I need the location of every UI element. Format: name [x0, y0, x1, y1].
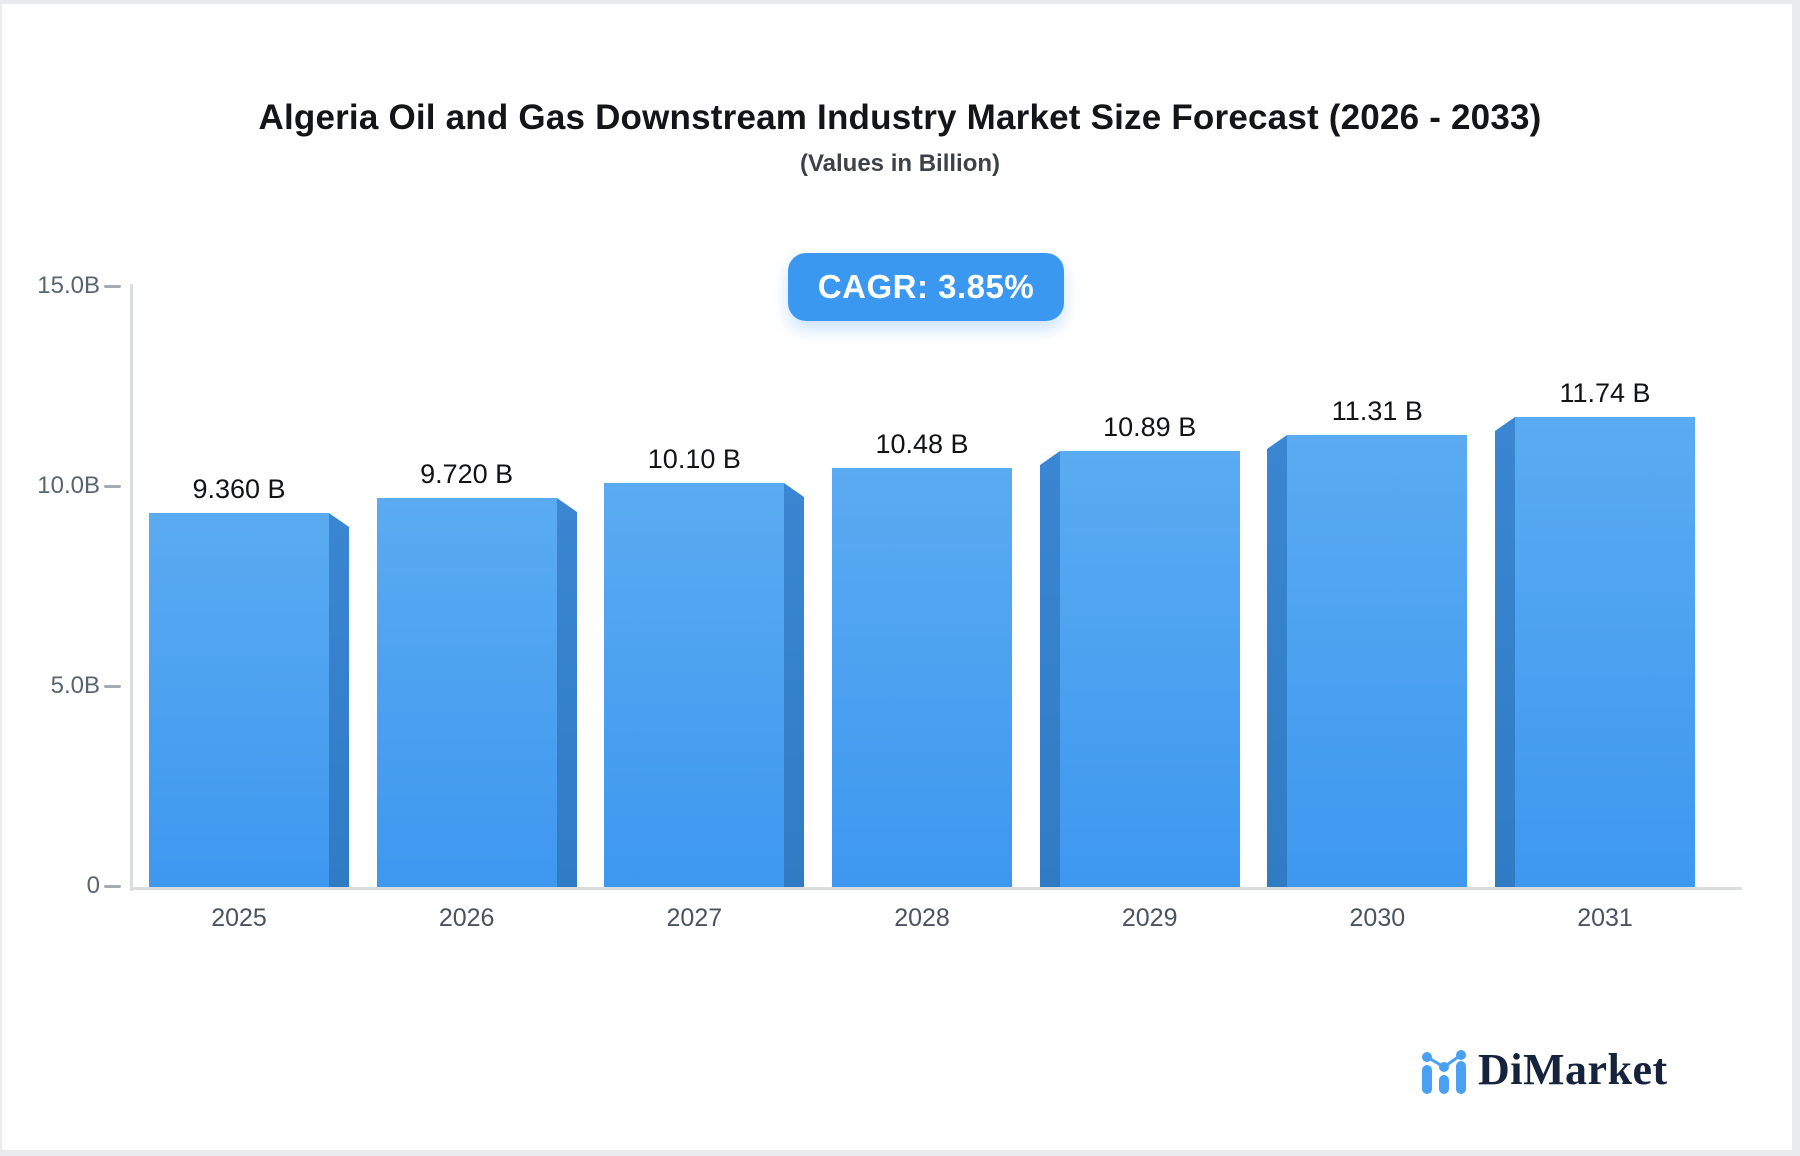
bar-2027[interactable] [604, 483, 784, 887]
cagr-badge-label: CAGR: 3.85% [817, 268, 1035, 305]
brand-logo: DiMarket [1422, 1042, 1668, 1094]
x-axis-label: 2029 [1121, 904, 1178, 932]
bar-2029[interactable] [1060, 451, 1240, 887]
bar-2030[interactable] [1287, 435, 1467, 887]
x-axis-label: 2026 [438, 904, 495, 932]
bar-2025-side-face[interactable] [329, 513, 349, 887]
bar-2031-side-face[interactable] [1495, 417, 1515, 887]
y-axis-tick-label: 5.0B [50, 672, 100, 699]
y-axis-tick-mark [104, 285, 121, 288]
bar-value-label: 10.89 B [1103, 412, 1197, 442]
bar-2027-side-face[interactable] [784, 483, 804, 887]
bar-value-label: 10.48 B [875, 429, 969, 459]
chart-subtitle: (Values in Billion) [799, 150, 1001, 177]
y-axis-tick-label: 15.0B [37, 272, 100, 299]
bar-value-label: 11.74 B [1559, 378, 1651, 408]
x-axis-label: 2030 [1349, 904, 1406, 932]
y-axis-tick-mark [104, 885, 121, 888]
y-axis-tick-label: 10.0B [37, 472, 100, 499]
bar-2030-side-face[interactable] [1267, 435, 1287, 887]
bar-value-label: 9.360 B [192, 474, 286, 504]
y-axis-line [130, 284, 133, 891]
bar-2026-side-face[interactable] [557, 498, 577, 887]
y-axis-tick-mark [104, 685, 121, 688]
bar-value-label: 9.720 B [420, 459, 514, 489]
y-axis-tick-label: 0 [86, 872, 100, 899]
bar-value-label: 10.10 B [647, 444, 741, 474]
x-axis-label: 2025 [211, 904, 267, 932]
x-axis-label: 2027 [666, 904, 723, 932]
x-axis-label: 2031 [1577, 904, 1633, 932]
mini-bar-line-chart-icon [1422, 1050, 1466, 1094]
bar-value-label: 11.31 B [1331, 396, 1423, 426]
x-axis-label: 2028 [894, 904, 950, 932]
bar-2028[interactable] [832, 468, 1012, 887]
x-axis-line [130, 887, 1742, 890]
bar-2029-side-face[interactable] [1040, 451, 1060, 887]
bar-2025[interactable] [149, 513, 329, 887]
y-axis-tick-mark [104, 485, 121, 488]
brand-name: DiMarket [1478, 1045, 1668, 1094]
chart-title: Algeria Oil and Gas Downstream Industry … [258, 98, 1542, 137]
bar-2026[interactable] [377, 498, 557, 887]
bar-2031[interactable] [1515, 417, 1695, 887]
cagr-badge: CAGR: 3.85% [788, 253, 1064, 321]
